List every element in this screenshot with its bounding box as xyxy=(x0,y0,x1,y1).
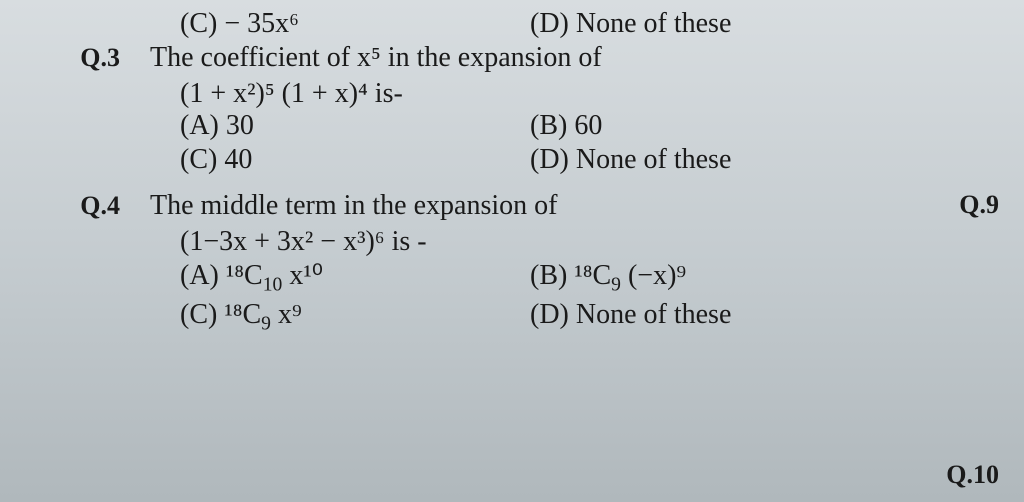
q4-option-d: (D) None of these xyxy=(530,299,731,331)
q4-c-prefix: (C) xyxy=(180,299,224,330)
q4-b-base: ¹⁸C xyxy=(574,260,611,291)
q4-a-prefix: (A) xyxy=(180,260,226,291)
q4-a-sub: 10 xyxy=(263,275,283,296)
q3-options-cd: (C) 40 (D) None of these xyxy=(30,144,994,176)
q4-option-a: (A) ¹⁸C10 x¹⁰ xyxy=(180,258,530,297)
q9-label: Q.9 xyxy=(959,190,999,220)
q3-option-a: (A) 30 xyxy=(180,110,530,142)
q3-row: Q.3 The coefficient of x⁵ in the expansi… xyxy=(30,42,994,74)
q3-option-c: (C) 40 xyxy=(180,144,530,176)
q4-a-base: ¹⁸C xyxy=(226,260,263,291)
q3-option-b: (B) 60 xyxy=(530,110,602,142)
option-c-prev: (C) − 35x⁶ xyxy=(180,8,530,40)
q4-options-ab: (A) ¹⁸C10 x¹⁰ (B) ¹⁸C9 (−x)⁹ xyxy=(30,258,994,297)
q4-expression: (1−3x + 3x² − x³)⁶ is - xyxy=(180,226,994,258)
q4-c-base: ¹⁸C xyxy=(224,299,261,330)
q3-label: Q.3 xyxy=(30,43,150,73)
option-d-prev: (D) None of these xyxy=(530,8,731,40)
q3-expression: (1 + x²)⁵ (1 + x)⁴ is- xyxy=(180,78,994,110)
q4-c-suffix: x⁹ xyxy=(271,299,302,330)
q4-c-sub: 9 xyxy=(261,313,271,334)
q4-option-c: (C) ¹⁸C9 x⁹ xyxy=(180,299,530,336)
q4-text: The middle term in the expansion of xyxy=(150,190,994,222)
q4-option-b: (B) ¹⁸C9 (−x)⁹ xyxy=(530,260,686,297)
q4-row: Q.4 The middle term in the expansion of xyxy=(30,190,994,222)
q4-b-sub: 9 xyxy=(611,275,621,296)
q3-text: The coefficient of x⁵ in the expansion o… xyxy=(150,42,994,74)
q3-options-ab: (A) 30 (B) 60 xyxy=(30,110,994,142)
q4-options-cd: (C) ¹⁸C9 x⁹ (D) None of these xyxy=(30,299,994,336)
q4-label: Q.4 xyxy=(30,191,150,221)
q10-label: Q.10 xyxy=(946,460,999,490)
q4-b-suffix: (−x)⁹ xyxy=(621,260,686,291)
q4-a-suffix: x¹⁰ xyxy=(282,260,323,291)
q4-b-prefix: (B) xyxy=(530,260,574,291)
q3-option-d: (D) None of these xyxy=(530,144,731,176)
prev-question-options: (C) − 35x⁶ (D) None of these xyxy=(30,8,994,40)
